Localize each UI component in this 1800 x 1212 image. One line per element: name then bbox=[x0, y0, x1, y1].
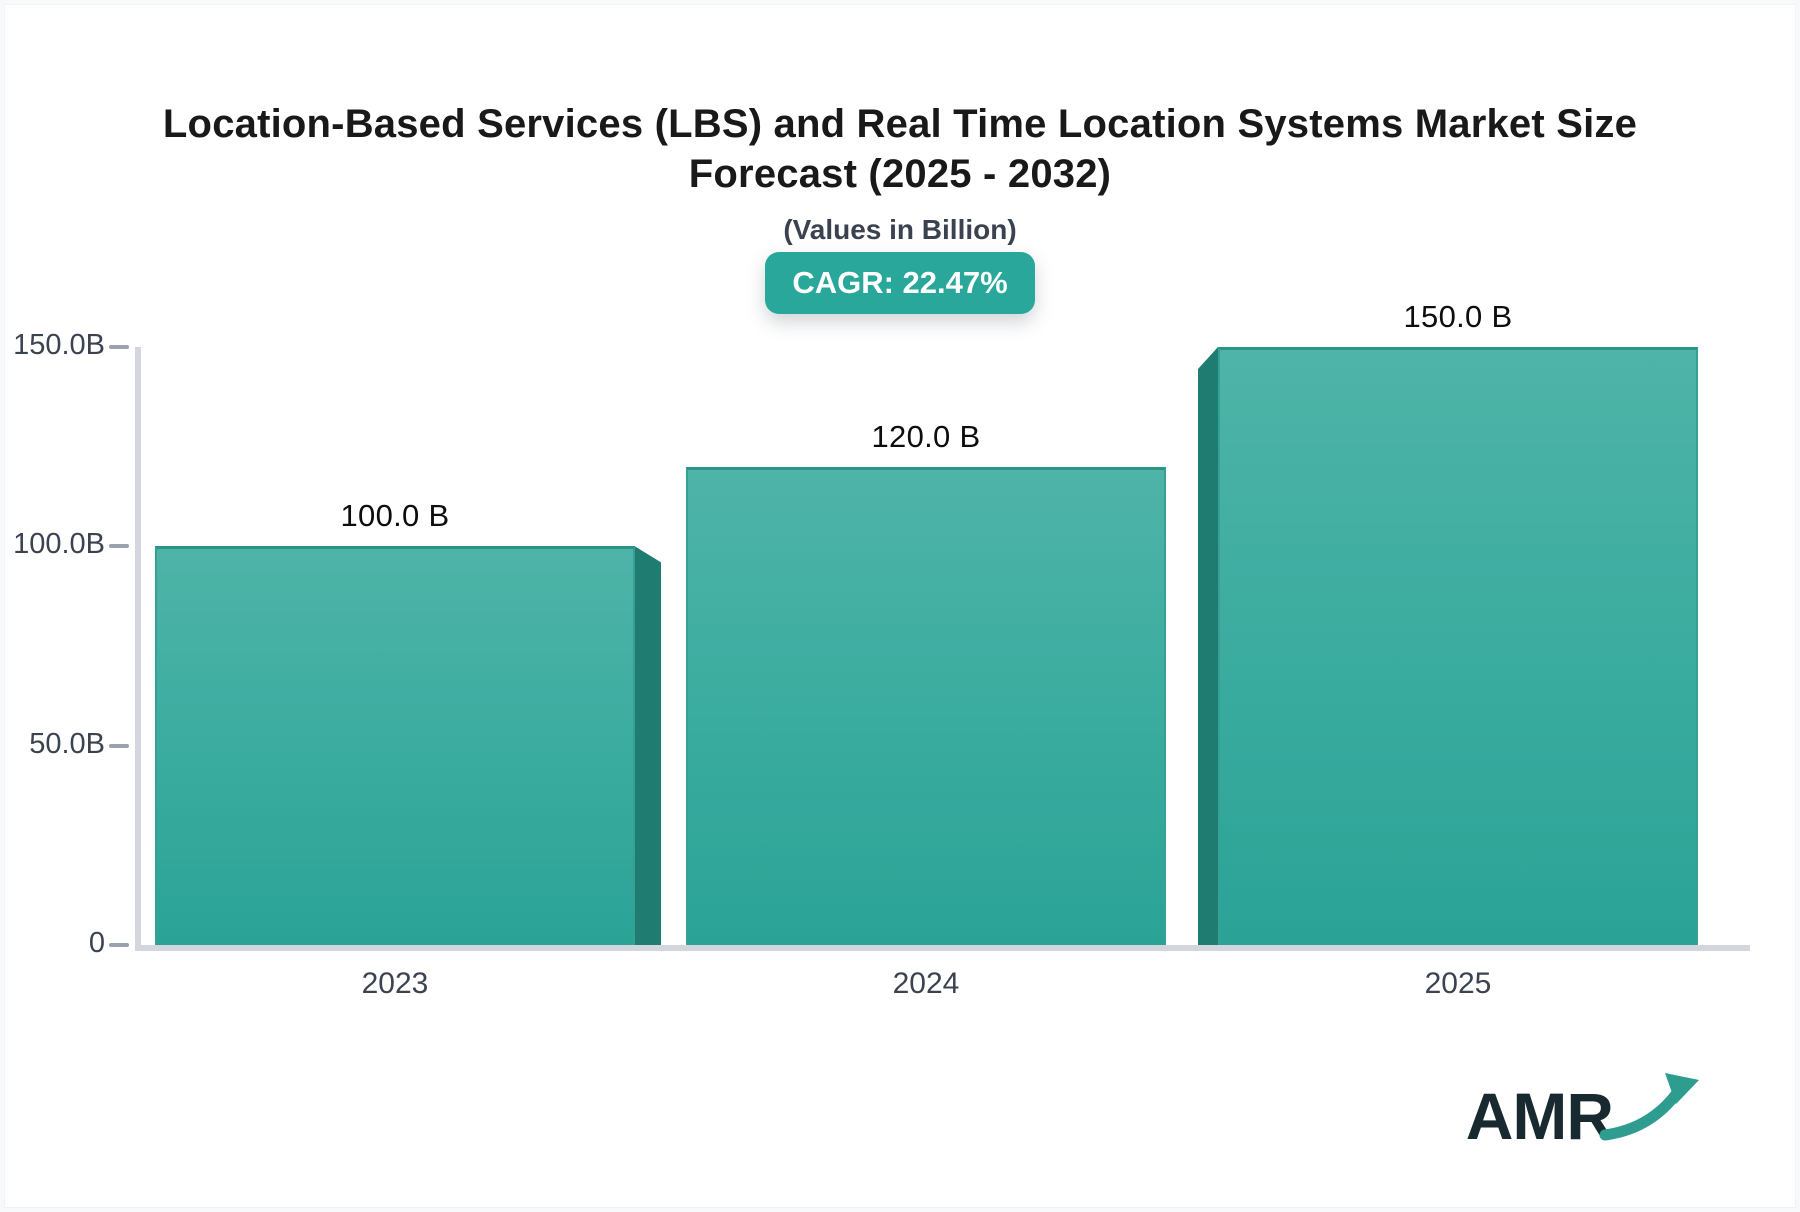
x-tick-label: 2023 bbox=[361, 967, 429, 1000]
bar bbox=[155, 546, 635, 945]
y-tick-label: 100.0B bbox=[13, 528, 105, 561]
x-axis-line bbox=[135, 945, 1750, 951]
chart-title: Location-Based Services (LBS) and Real T… bbox=[162, 102, 1638, 197]
chart-subtitle: (Values in Billion) bbox=[783, 213, 1017, 245]
y-axis-line bbox=[135, 347, 141, 951]
y-tick-label: 150.0B bbox=[13, 329, 105, 361]
x-tick-label: 2024 bbox=[892, 967, 960, 1000]
amr-logo: AMR bbox=[1466, 1067, 1703, 1149]
bar-value-label: 150.0 B bbox=[1403, 299, 1513, 334]
bar-side-panel bbox=[635, 546, 661, 945]
y-tick-label: 0 bbox=[88, 927, 105, 959]
cagr-badge: CAGR: 22.47% bbox=[765, 251, 1035, 314]
y-tick-label: 50.0B bbox=[29, 727, 105, 760]
y-tick-dash bbox=[109, 345, 129, 349]
growth-arrow-icon bbox=[1599, 1073, 1699, 1141]
bar-value-label: 100.0 B bbox=[340, 498, 450, 534]
bar-chart-plot-area: 0 50.0B 100.0B 150.0B 100.0 B 2023 120.0 B 2024… bbox=[5, 5, 1795, 1207]
amr-logo-text: AMR bbox=[1465, 1079, 1614, 1153]
x-tick-label: 2025 bbox=[1424, 967, 1492, 1000]
bar bbox=[1218, 347, 1698, 945]
y-tick-dash bbox=[109, 743, 129, 748]
chart-canvas: Location-Based Services (LBS) and Real T… bbox=[4, 4, 1796, 1208]
bar bbox=[686, 466, 1166, 945]
bar-side-panel bbox=[1198, 347, 1218, 945]
y-tick-dash bbox=[109, 544, 129, 549]
chart-header: Location-Based Services (LBS) and Real T… bbox=[5, 5, 1795, 314]
y-tick-dash bbox=[109, 943, 129, 947]
bar-value-label: 120.0 B bbox=[871, 418, 981, 454]
